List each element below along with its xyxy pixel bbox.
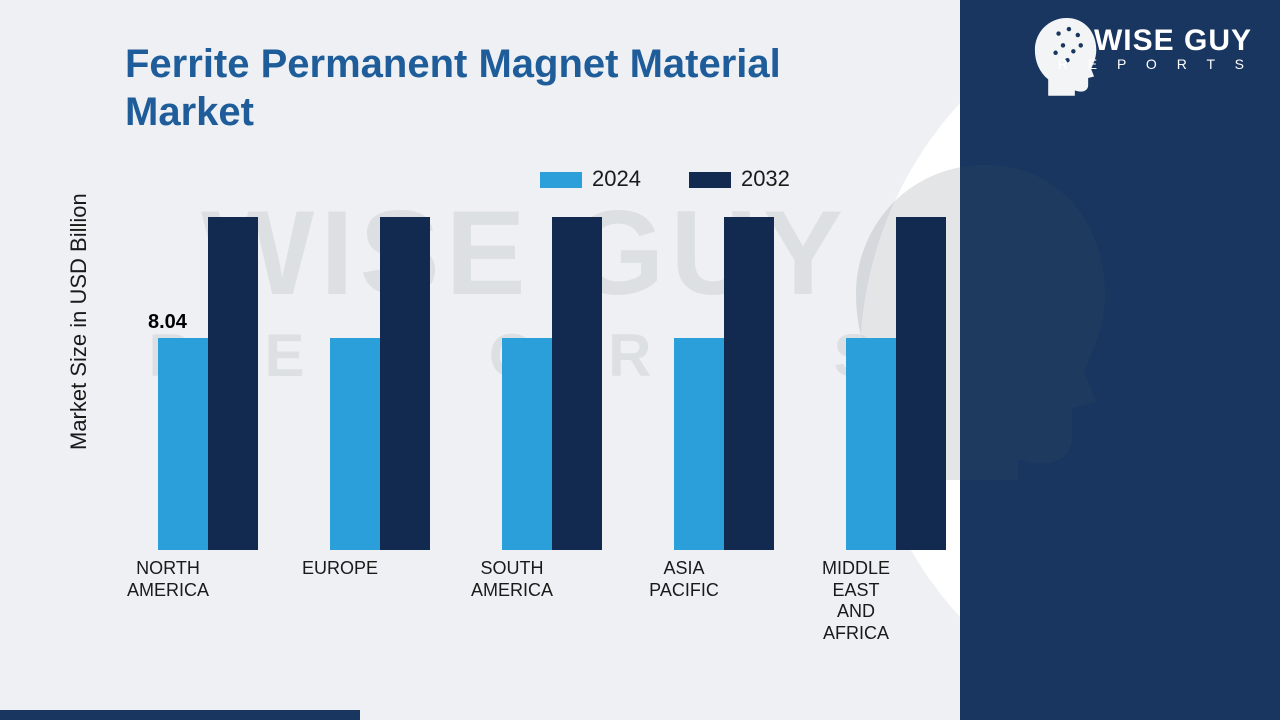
chart-title: Ferrite Permanent Magnet Material Market: [125, 40, 885, 136]
bar-2032: [896, 217, 946, 550]
bar-2032: [724, 217, 774, 550]
bar-2024: [846, 338, 896, 550]
x-axis-label: MIDDLEEASTANDAFRICA: [796, 558, 916, 644]
plot-area: 8.04: [130, 180, 970, 550]
x-axis-label: EUROPE: [280, 558, 400, 580]
bottom-accent-strip: [0, 710, 360, 720]
x-axis-label: SOUTHAMERICA: [452, 558, 572, 601]
right-panel: [960, 0, 1280, 720]
y-axis-label: Market Size in USD Billion: [66, 193, 92, 450]
brand-logo: WISE GUY R E P O R T S: [1058, 24, 1252, 72]
brand-line1: WISE GUY: [1058, 24, 1252, 58]
bar-2032: [208, 217, 258, 550]
bar-2024: [502, 338, 552, 550]
bar-2024: [158, 338, 208, 550]
bar-value-label: 8.04: [148, 311, 187, 334]
bar-chart: Market Size in USD Billion 2024 2032 8.0…: [90, 170, 970, 650]
bar-2032: [380, 217, 430, 550]
x-axis-label: NORTHAMERICA: [108, 558, 228, 601]
stage: WISE GUY R E P O R T S Ferrite Permanent…: [0, 0, 1280, 720]
bar-2024: [330, 338, 380, 550]
x-axis-label: ASIAPACIFIC: [624, 558, 744, 601]
bar-2024: [674, 338, 724, 550]
brand-line2: R E P O R T S: [1058, 56, 1252, 72]
bar-2032: [552, 217, 602, 550]
